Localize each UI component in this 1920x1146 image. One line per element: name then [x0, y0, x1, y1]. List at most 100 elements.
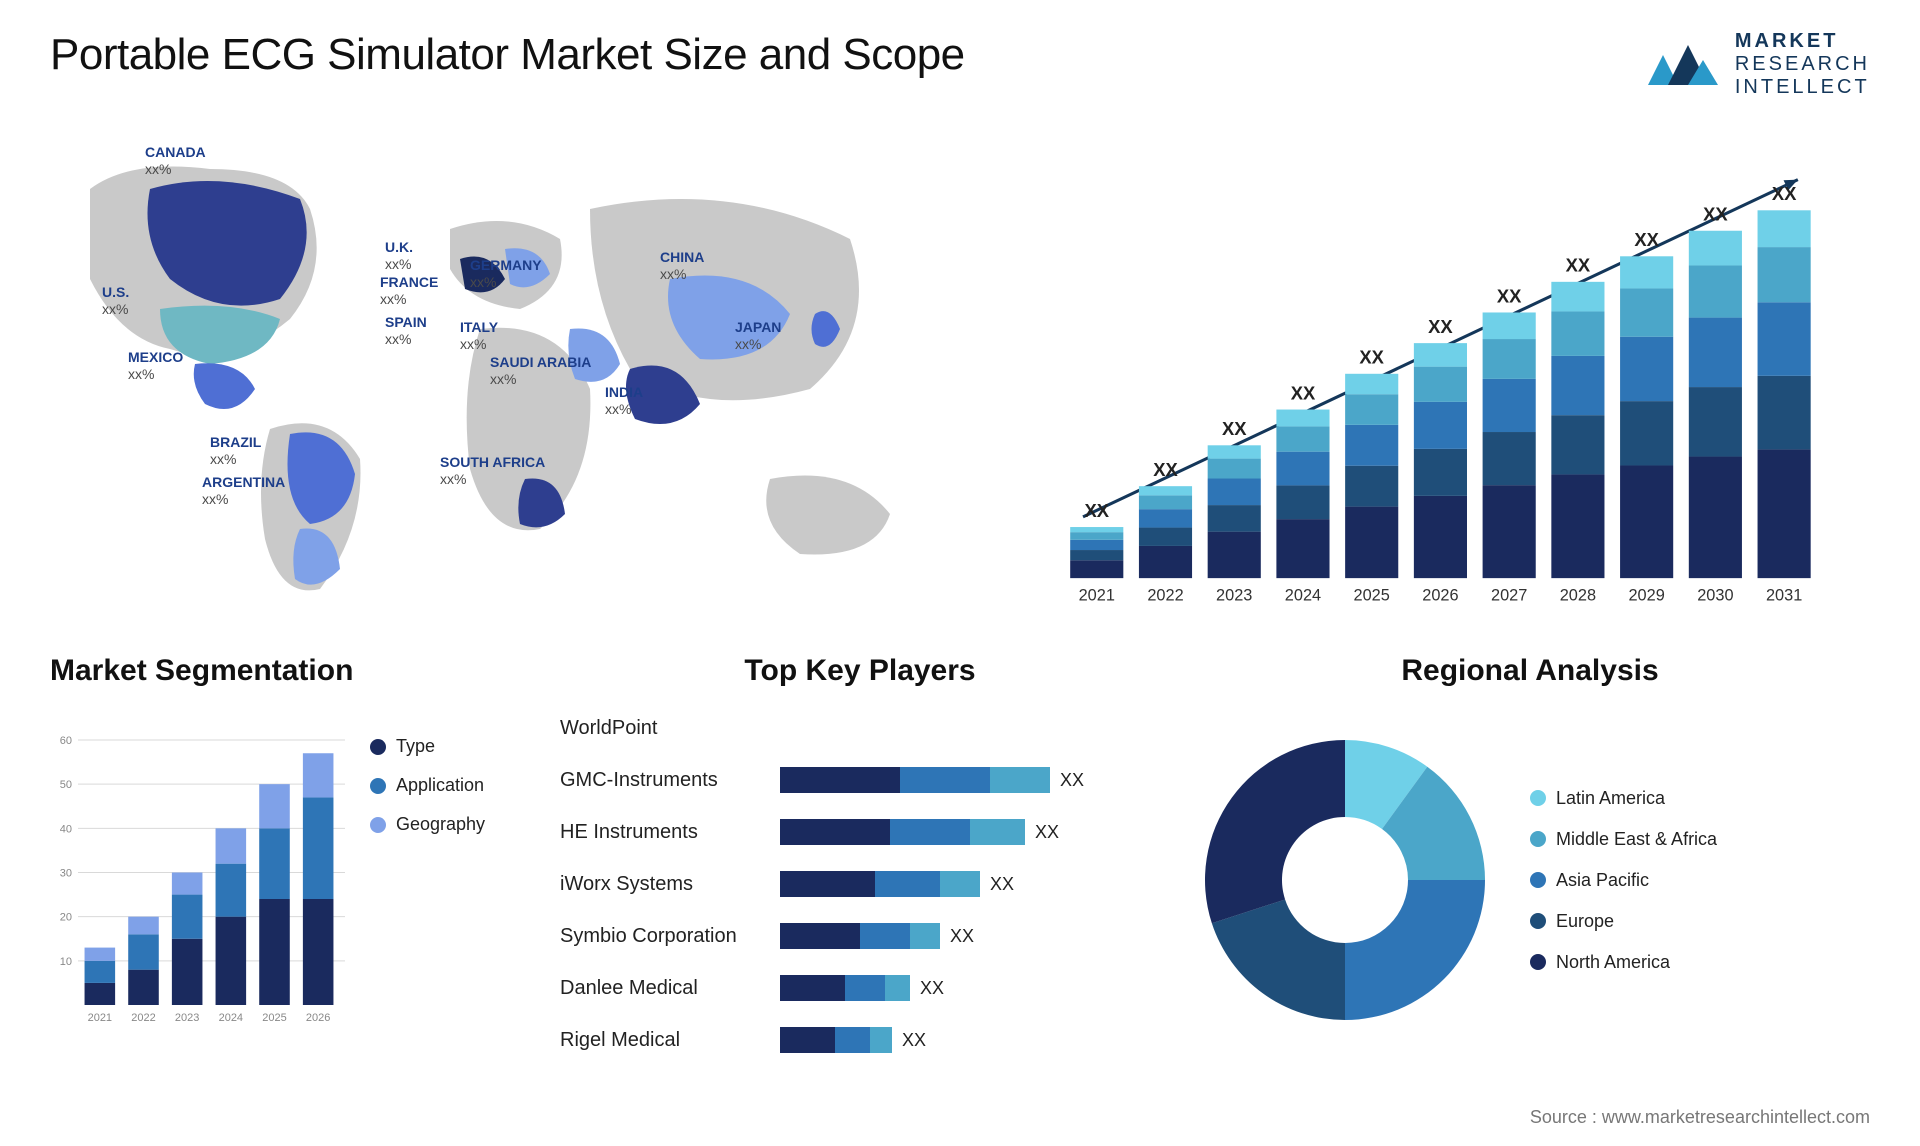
map-label: U.S.xx%	[102, 284, 129, 318]
map-label: CANADAxx%	[145, 144, 206, 178]
svg-text:XX: XX	[1291, 382, 1316, 403]
map-label: ITALYxx%	[460, 319, 498, 353]
segmentation-body: 102030405060202120222023202420252026 Typ…	[50, 706, 530, 1054]
regional-body: Latin America Middle East & Africa Asia Pa…	[1190, 706, 1870, 1054]
players-title: Top Key Players	[560, 654, 1160, 688]
player-value: XX	[1060, 770, 1084, 791]
donut-wrap	[1190, 725, 1500, 1035]
svg-text:2022: 2022	[131, 1012, 155, 1024]
growth-chart: XX2021XX2022XX2023XX2024XX2025XX2026XX20…	[990, 149, 1850, 619]
player-bar-wrap: XX	[780, 766, 1160, 794]
player-bar-seg	[860, 923, 910, 949]
player-name: iWorx Systems	[560, 873, 780, 896]
player-name: Danlee Medical	[560, 977, 780, 1000]
player-row: iWorx Systems XX	[560, 862, 1160, 906]
legend-item: Latin America	[1530, 788, 1870, 809]
svg-text:10: 10	[60, 956, 72, 968]
svg-text:2029: 2029	[1628, 587, 1664, 605]
svg-text:2022: 2022	[1147, 587, 1183, 605]
legend-item: North America	[1530, 952, 1870, 973]
svg-text:2024: 2024	[219, 1012, 243, 1024]
legend-item: Europe	[1530, 911, 1870, 932]
player-bar-seg	[875, 871, 940, 897]
map-label: SAUDI ARABIAxx%	[490, 354, 591, 388]
svg-text:2021: 2021	[88, 1012, 112, 1024]
player-row: Rigel MedicalXX	[560, 1018, 1160, 1062]
player-bar-seg	[845, 975, 885, 1001]
svg-text:2023: 2023	[175, 1012, 199, 1024]
svg-text:XX: XX	[1566, 255, 1591, 276]
player-bar-seg	[780, 871, 875, 897]
svg-text:XX: XX	[1497, 285, 1522, 306]
brand-logo: MARKET RESEARCH INTELLECT	[1643, 30, 1870, 99]
player-bar-wrap	[780, 714, 1160, 742]
player-bar-seg	[940, 871, 980, 897]
svg-text:40: 40	[60, 823, 72, 835]
player-name: GMC-Instruments	[560, 769, 780, 792]
page-title: Portable ECG Simulator Market Size and S…	[50, 30, 965, 80]
logo-icon	[1643, 35, 1723, 95]
player-bar-seg	[780, 819, 890, 845]
svg-text:XX: XX	[1634, 229, 1659, 250]
map-label: CHINAxx%	[660, 249, 704, 283]
player-bar-wrap: XX	[780, 818, 1160, 846]
logo-line-2: RESEARCH	[1735, 53, 1870, 76]
player-bar	[780, 923, 940, 949]
player-bar-seg	[990, 767, 1050, 793]
player-bar-seg	[780, 767, 900, 793]
player-name: HE Instruments	[560, 821, 780, 844]
bottom-row: Market Segmentation 10203040506020212022…	[50, 654, 1870, 1054]
logo-line-3: INTELLECT	[1735, 76, 1870, 99]
svg-text:2027: 2027	[1491, 587, 1527, 605]
svg-text:20: 20	[60, 912, 72, 924]
svg-text:XX: XX	[1359, 347, 1384, 368]
player-value: XX	[990, 874, 1014, 895]
svg-text:2031: 2031	[1766, 587, 1802, 605]
svg-text:2023: 2023	[1216, 587, 1252, 605]
segmentation-legend: TypeApplicationGeography	[370, 706, 485, 1054]
player-name: WorldPoint	[560, 717, 780, 740]
player-value: XX	[1035, 822, 1059, 843]
svg-text:XX: XX	[1772, 183, 1797, 204]
map-label: MEXICOxx%	[128, 349, 183, 383]
players-panel: Top Key Players WorldPoint GMC-Instrument…	[560, 654, 1160, 1054]
player-name: Symbio Corporation	[560, 925, 780, 948]
svg-text:2030: 2030	[1697, 587, 1733, 605]
map-label: SOUTH AFRICAxx%	[440, 454, 545, 488]
map-label: INDIAxx%	[605, 384, 643, 418]
legend-item: Middle East & Africa	[1530, 829, 1870, 850]
player-bar-wrap: XX	[780, 974, 1160, 1002]
legend-item: Asia Pacific	[1530, 870, 1870, 891]
map-label: ARGENTINAxx%	[202, 474, 285, 508]
svg-text:2024: 2024	[1285, 587, 1321, 605]
legend-item: Application	[370, 775, 485, 796]
segmentation-panel: Market Segmentation 10203040506020212022…	[50, 654, 530, 1054]
player-bar	[780, 1027, 892, 1053]
player-row: WorldPoint	[560, 706, 1160, 750]
regional-panel: Regional Analysis Latin AmericaMiddle Ea…	[1190, 654, 1870, 1054]
header: Portable ECG Simulator Market Size and S…	[50, 30, 1870, 99]
player-value: XX	[920, 978, 944, 999]
legend-item: Type	[370, 736, 485, 757]
player-bar-wrap: XX	[780, 922, 1160, 950]
logo-line-1: MARKET	[1735, 30, 1870, 53]
svg-text:2026: 2026	[306, 1012, 330, 1024]
players-body: WorldPointGMC-InstrumentsXXHE Instrument…	[560, 706, 1160, 1062]
map-label: BRAZILxx%	[210, 434, 261, 468]
svg-text:XX: XX	[1428, 316, 1453, 337]
svg-text:2025: 2025	[262, 1012, 286, 1024]
svg-text:XX: XX	[1085, 500, 1110, 521]
world-map-panel: CANADAxx% U.S.xx% MEXICOxx% BRAZILxx% ARGENT…	[50, 129, 950, 619]
player-bar-seg	[900, 767, 990, 793]
map-label: SPAINxx%	[385, 314, 427, 348]
map-label: U.K.xx%	[385, 239, 413, 273]
svg-text:50: 50	[60, 779, 72, 791]
player-bar-seg	[835, 1027, 870, 1053]
map-label: JAPANxx%	[735, 319, 781, 353]
svg-text:2025: 2025	[1354, 587, 1390, 605]
map-label: FRANCExx%	[380, 274, 438, 308]
player-bar-seg	[780, 975, 845, 1001]
player-row: HE Instruments XX	[560, 810, 1160, 854]
player-bar	[780, 975, 910, 1001]
svg-text:2021: 2021	[1079, 587, 1115, 605]
